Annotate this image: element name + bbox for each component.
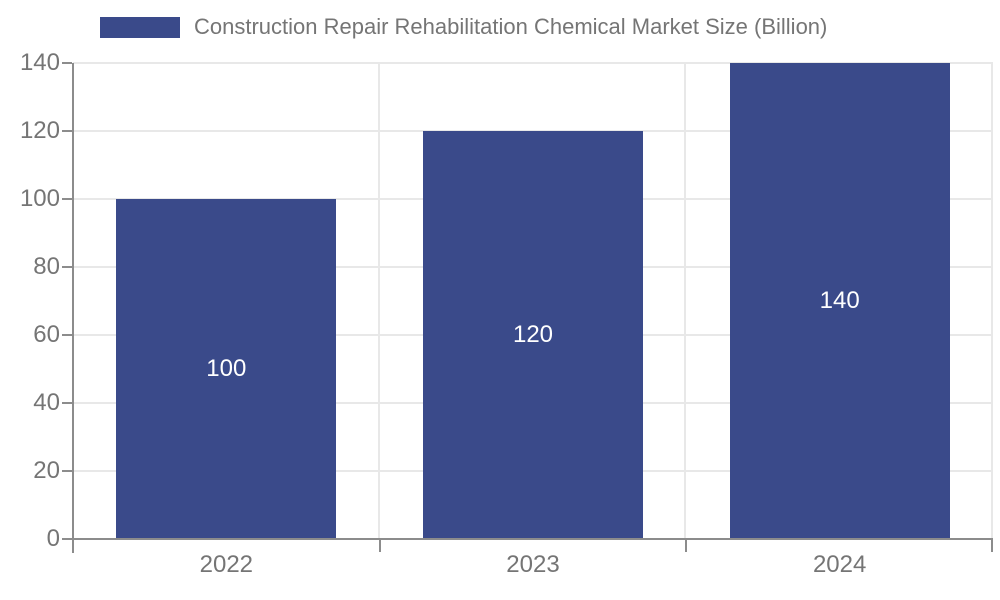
- plot-area: 0 20 40 60 80 100 120 140 100 2022 120 2023 140 2024: [20, 49, 993, 578]
- gridline-x-boundary: [377, 63, 380, 539]
- y-axis-tick: [62, 538, 72, 540]
- bar-value-label: 120: [512, 321, 554, 348]
- legend[interactable]: Construction Repair Rehabilitation Chemi…: [100, 14, 827, 40]
- y-tick-label: 140: [19, 49, 60, 76]
- x-tick-label: 2022: [199, 551, 254, 578]
- chart-title[interactable]: Construction Repair Rehabilitation Chemi…: [194, 14, 828, 39]
- x-axis-line: [73, 538, 993, 540]
- x-tick-label: 2024: [812, 551, 867, 578]
- bar-value-label: 140: [819, 287, 860, 314]
- y-tick-label: 20: [33, 457, 60, 484]
- y-tick-label: 60: [33, 321, 60, 348]
- bar-value-label: 100: [206, 355, 247, 382]
- bar-2022: [116, 199, 337, 539]
- y-tick-label: 120: [19, 117, 60, 144]
- x-axis-tick: [378, 540, 381, 552]
- y-axis-tick: [62, 470, 72, 472]
- y-axis-tick: [62, 198, 72, 200]
- y-tick-label: 80: [33, 253, 60, 280]
- y-axis-tick: [62, 334, 72, 336]
- y-tick-label: 0: [46, 525, 60, 552]
- bar-2023: [423, 131, 643, 539]
- legend-swatch[interactable]: [100, 16, 180, 38]
- y-axis-line: [72, 63, 74, 553]
- x-axis-tick: [991, 540, 993, 552]
- gridline-x-boundary: [684, 63, 687, 539]
- x-axis-tick: [685, 540, 688, 552]
- y-tick-label: 40: [33, 389, 60, 416]
- y-tick-label: 100: [19, 185, 60, 212]
- y-axis-tick: [62, 62, 72, 64]
- bar-2024: [729, 63, 950, 539]
- y-axis-tick: [62, 402, 72, 404]
- x-tick-label: 2023: [506, 551, 560, 578]
- y-axis-tick: [62, 130, 72, 132]
- y-axis-tick: [62, 266, 72, 268]
- gridline-x-boundary: [991, 63, 993, 539]
